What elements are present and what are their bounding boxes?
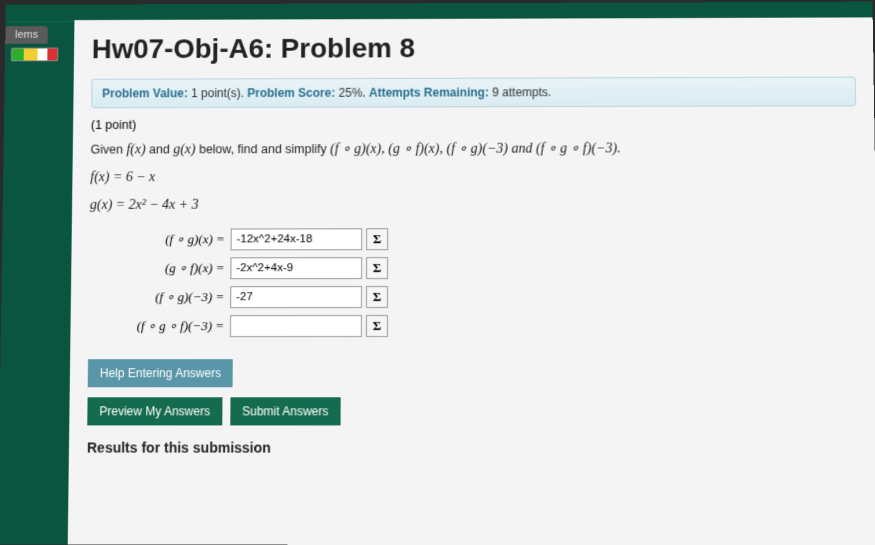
score-label: Problem Score: [247, 86, 335, 100]
answer-row: (f ∘ g)(−3) = Σ [113, 285, 859, 308]
sigma-button[interactable]: Σ [366, 286, 388, 308]
preview-answers-button[interactable]: Preview My Answers [87, 397, 222, 425]
results-header: Results for this submission [87, 439, 861, 455]
g-definition: g(x) = 2x² − 4x + 3 [90, 192, 858, 218]
answer-input-fgf-neg3[interactable] [230, 315, 362, 337]
points-text: (1 point) [91, 116, 857, 132]
sigma-button[interactable]: Σ [366, 315, 388, 337]
answer-input-fg-neg3[interactable] [230, 286, 362, 308]
problem-info-bar: Problem Value: 1 point(s). Problem Score… [91, 77, 856, 109]
f-definition: f(x) = 6 − x [90, 164, 857, 191]
attempts-label: Attempts Remaining: [369, 86, 489, 100]
answer-lhs: (g ∘ f)(x) = [113, 260, 231, 276]
answer-row: (f ∘ g ∘ f)(−3) = Σ [112, 314, 859, 337]
problem-statement: Given f(x) and g(x) below, find and simp… [90, 136, 856, 163]
main-panel: Hw07-Obj-A6: Problem 8 Problem Value: 1 … [68, 17, 875, 545]
answer-rows: (f ∘ g)(x) = Σ (g ∘ f)(x) = Σ (f ∘ g)(−3… [112, 227, 859, 337]
button-row: Help Entering Answers [88, 358, 860, 386]
sigma-button[interactable]: Σ [366, 228, 388, 250]
button-row-2: Preview My Answers Submit Answers [87, 397, 860, 425]
page-title: Hw07-Obj-A6: Problem 8 [92, 31, 856, 65]
submit-answers-button[interactable]: Submit Answers [230, 397, 340, 425]
attempts-text: 9 attempts. [492, 85, 551, 99]
answer-lhs: (f ∘ g)(x) = [113, 231, 230, 247]
value-text: 1 point(s). [191, 86, 244, 100]
answer-lhs: (f ∘ g)(−3) = [113, 289, 231, 305]
answer-row: (f ∘ g)(x) = Σ [113, 227, 858, 250]
answer-input-fg-x[interactable] [231, 228, 363, 250]
score-text: 25%. [338, 86, 365, 100]
progress-incorrect [47, 49, 57, 61]
progress-correct [12, 49, 24, 61]
sigma-button[interactable]: Σ [366, 257, 388, 279]
help-entering-answers-button[interactable]: Help Entering Answers [88, 359, 233, 387]
sidebar-tab-problems[interactable]: lems [5, 26, 48, 44]
answer-lhs: (f ∘ g ∘ f)(−3) = [112, 318, 230, 334]
answer-input-gf-x[interactable] [230, 257, 362, 279]
progress-partial [24, 49, 38, 61]
answer-row: (g ∘ f)(x) = Σ [113, 256, 859, 279]
screen: lems Hw07-Obj-A6: Problem 8 Problem Valu… [0, 2, 875, 545]
progress-indicator [11, 48, 58, 62]
value-label: Problem Value: [102, 86, 188, 100]
